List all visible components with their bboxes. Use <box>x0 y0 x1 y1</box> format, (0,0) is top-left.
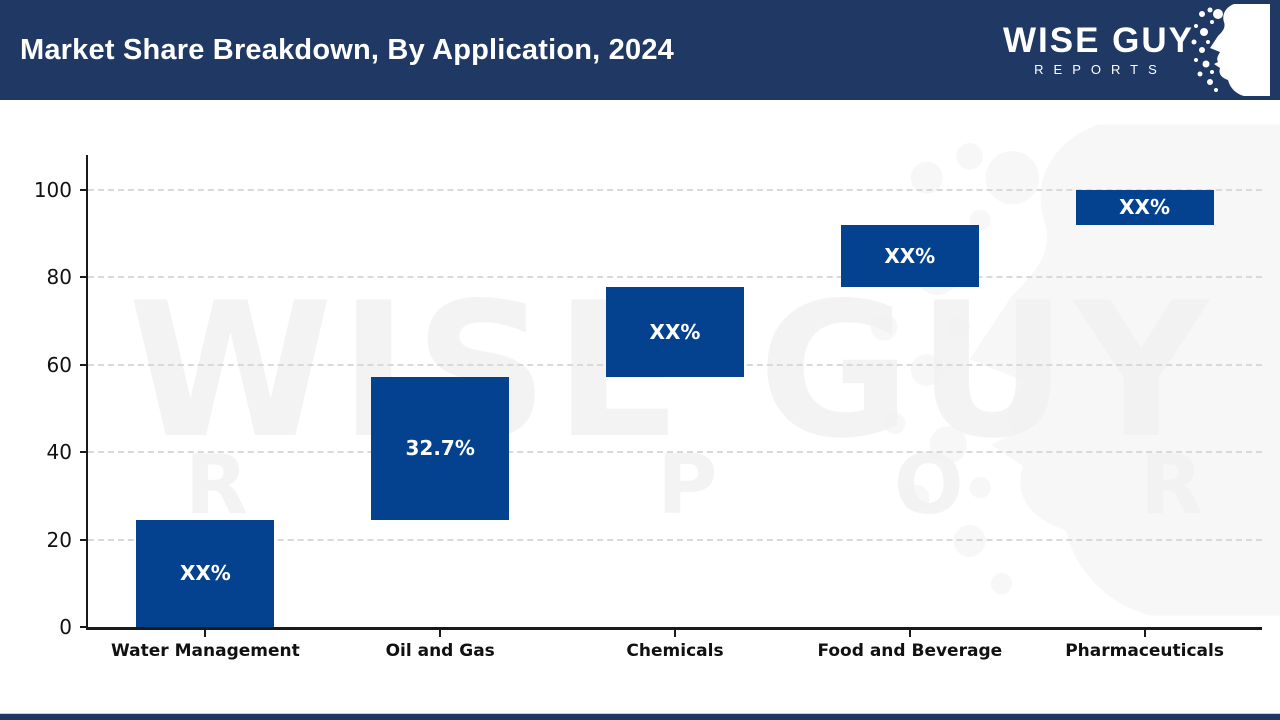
x-axis-label-food-and-beverage: Food and Beverage <box>817 641 1003 661</box>
x-tick-mark-2 <box>674 629 676 637</box>
x-axis-label-chemicals: Chemicals <box>626 641 724 661</box>
logo-wiseguy-label: WISE GUY <box>1002 21 1194 60</box>
bar-chemicals: XX% <box>606 286 744 378</box>
bar-value-label: XX% <box>649 319 701 344</box>
footer-divider <box>0 713 1280 714</box>
y-tick-label-40: 40 <box>46 440 72 465</box>
y-tick-mark-20 <box>80 538 88 541</box>
footer-band <box>0 714 1280 720</box>
bar-oil-and-gas: 32.7% <box>371 377 510 520</box>
x-axis-label-oil-and-gas: Oil and Gas <box>385 641 495 661</box>
x-tick-mark-3 <box>908 629 911 637</box>
wiseguy-face-icon <box>1191 4 1270 96</box>
x-tick-mark-0 <box>204 629 207 637</box>
gridline-20 <box>88 538 1262 541</box>
bar-value-label: XX% <box>1119 195 1171 220</box>
y-tick-mark-0 <box>80 626 88 628</box>
y-tick-label-60: 60 <box>46 352 72 377</box>
y-tick-mark-100 <box>80 189 88 191</box>
logo-reports-label: REPORTS <box>1034 62 1167 77</box>
logo-text: WISE GUY REPORTS <box>1003 23 1194 77</box>
bar-value-label: 32.7% <box>405 436 475 461</box>
bar-food-and-beverage: XX% <box>840 224 979 287</box>
y-tick-mark-60 <box>80 363 88 366</box>
page-title: Market Share Breakdown, By Application, … <box>20 33 674 66</box>
y-axis-line <box>86 155 88 629</box>
gridline-40 <box>88 451 1262 454</box>
gridline-80 <box>88 276 1262 279</box>
gridline-100 <box>88 189 1262 191</box>
watermark-face-logo <box>870 124 1280 616</box>
bar-pharmaceuticals: XX% <box>1075 190 1214 225</box>
bar-water-management: XX% <box>136 519 275 627</box>
x-axis-line <box>86 627 1262 630</box>
y-tick-label-100: 100 <box>33 178 72 202</box>
wise-guy-reports-logo: WISE GUY REPORTS <box>1003 2 1280 98</box>
y-tick-label-0: 0 <box>59 615 72 639</box>
x-axis-label-water-management: Water Management <box>111 641 300 661</box>
y-tick-mark-80 <box>80 276 88 279</box>
x-tick-mark-4 <box>1143 629 1146 637</box>
y-tick-label-80: 80 <box>46 265 72 290</box>
y-tick-label-20: 20 <box>46 527 72 552</box>
header-band: Market Share Breakdown, By Application, … <box>0 0 1280 100</box>
bar-value-label: XX% <box>884 243 936 268</box>
bar-value-label: XX% <box>179 561 231 586</box>
x-tick-mark-1 <box>439 629 442 637</box>
x-axis-label-pharmaceuticals: Pharmaceuticals <box>1065 641 1224 661</box>
y-tick-mark-40 <box>80 451 88 454</box>
